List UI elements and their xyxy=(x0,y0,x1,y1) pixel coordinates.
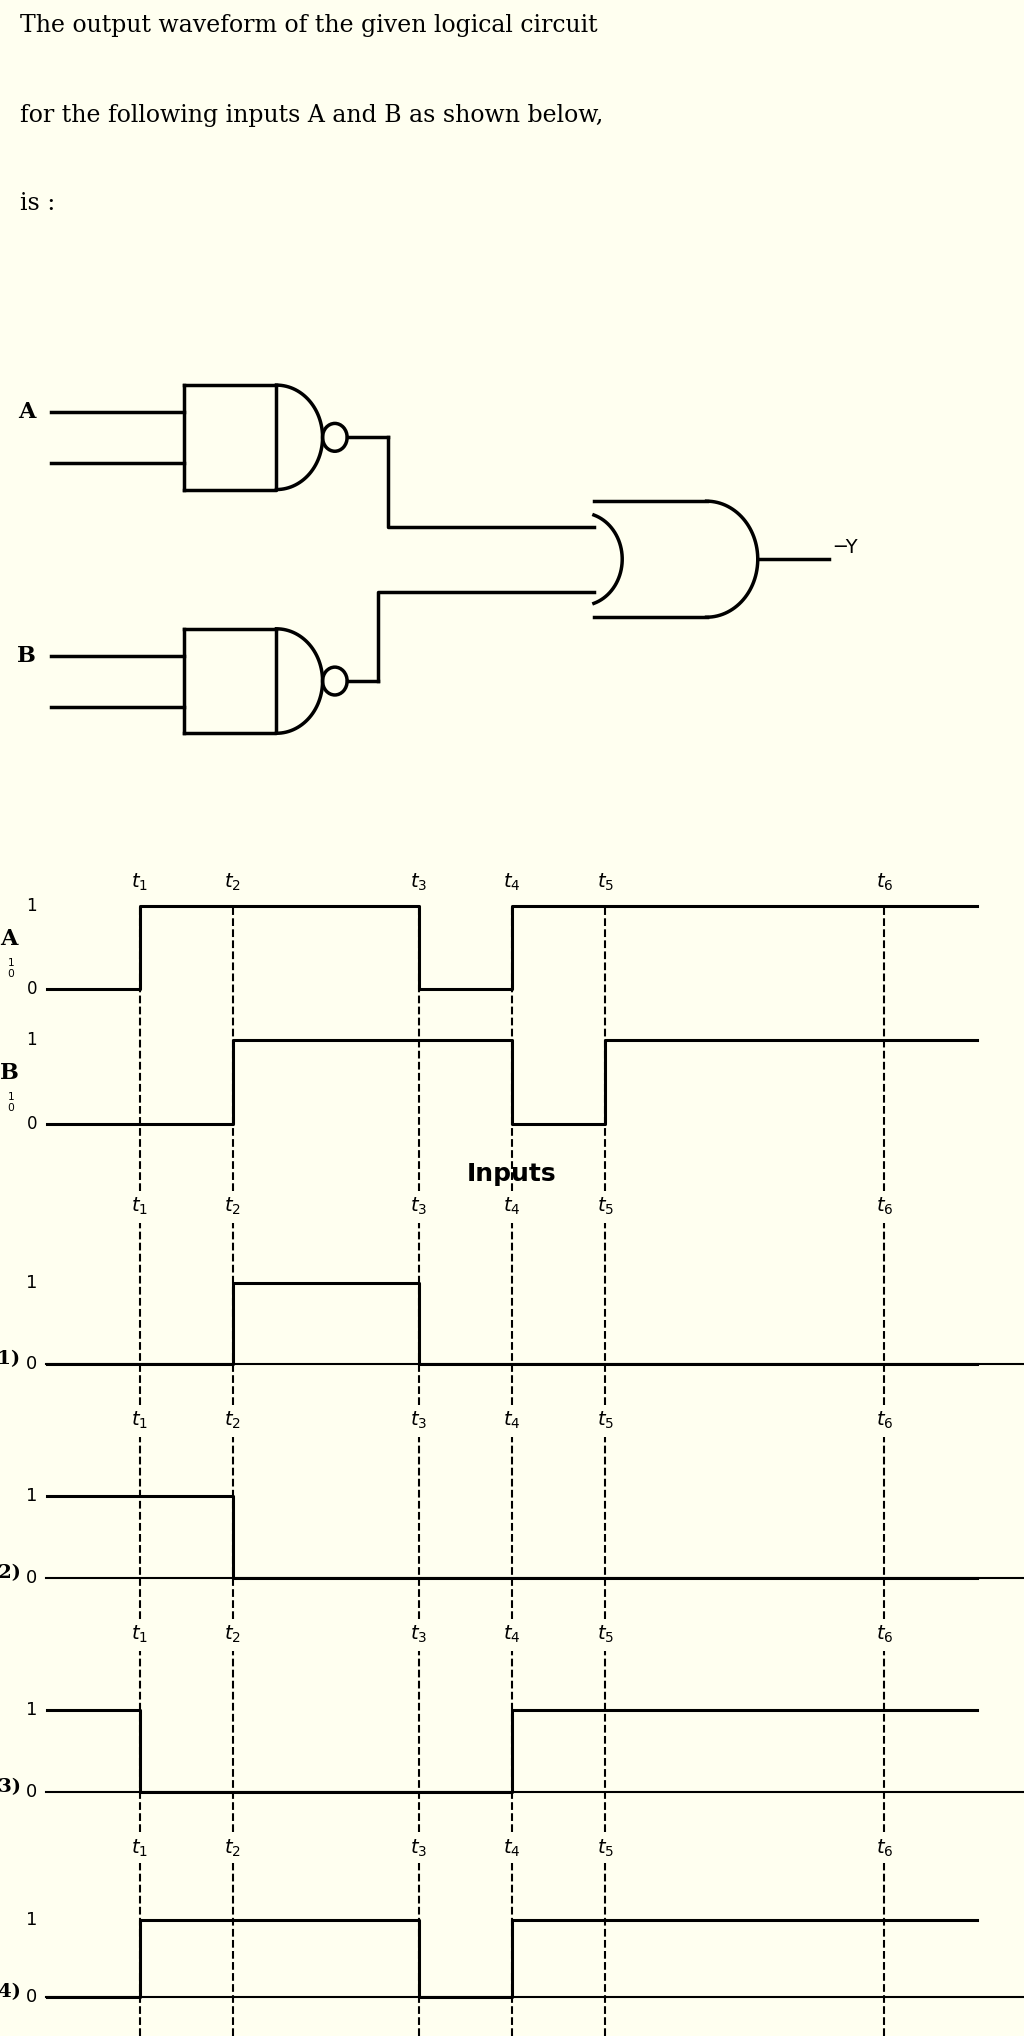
Text: B: B xyxy=(17,645,36,666)
Text: $t_6$: $t_6$ xyxy=(876,1625,893,1645)
Text: $t_5$: $t_5$ xyxy=(597,1411,613,1431)
Text: 1: 1 xyxy=(26,1702,37,1718)
Text: $t_1$: $t_1$ xyxy=(131,1411,148,1431)
Text: $t_5$: $t_5$ xyxy=(597,1836,613,1859)
Text: Inputs: Inputs xyxy=(467,1163,557,1187)
Text: 1: 1 xyxy=(26,1910,37,1928)
Text: $t_4$: $t_4$ xyxy=(503,1411,521,1431)
Text: $^1_0$: $^1_0$ xyxy=(7,1091,15,1114)
Text: (3): (3) xyxy=(0,1777,20,1796)
Text: $t_1$: $t_1$ xyxy=(131,1197,148,1218)
Text: (4): (4) xyxy=(0,1983,20,2001)
Text: $t_5$: $t_5$ xyxy=(597,1197,613,1218)
Text: 1: 1 xyxy=(27,896,37,914)
Text: $t_6$: $t_6$ xyxy=(876,1411,893,1431)
Text: $t_6$: $t_6$ xyxy=(876,1197,893,1218)
Text: $t_1$: $t_1$ xyxy=(131,1836,148,1859)
Text: 1: 1 xyxy=(26,1275,37,1291)
Text: $t_3$: $t_3$ xyxy=(411,871,427,894)
Text: $t_4$: $t_4$ xyxy=(503,1836,521,1859)
Text: $^1_0$: $^1_0$ xyxy=(7,957,15,979)
Text: ─Y: ─Y xyxy=(835,538,858,558)
Text: is :: is : xyxy=(20,193,55,216)
Text: (1): (1) xyxy=(0,1350,20,1368)
Text: (2): (2) xyxy=(0,1564,20,1582)
Text: $t_3$: $t_3$ xyxy=(411,1836,427,1859)
Text: $t_3$: $t_3$ xyxy=(411,1411,427,1431)
Text: $t_2$: $t_2$ xyxy=(224,1625,242,1645)
Text: A: A xyxy=(18,401,36,423)
Text: $t_4$: $t_4$ xyxy=(503,1197,521,1218)
Text: $t_4$: $t_4$ xyxy=(503,1625,521,1645)
Text: $t_3$: $t_3$ xyxy=(411,1197,427,1218)
Text: $t_6$: $t_6$ xyxy=(876,1836,893,1859)
Text: $t_1$: $t_1$ xyxy=(131,871,148,894)
Text: 0: 0 xyxy=(26,1356,37,1372)
Text: $t_5$: $t_5$ xyxy=(597,871,613,894)
Text: 0: 0 xyxy=(27,981,37,998)
Text: B: B xyxy=(0,1063,18,1085)
Text: $t_2$: $t_2$ xyxy=(224,1197,242,1218)
Text: 1: 1 xyxy=(27,1030,37,1049)
Text: The output waveform of the given logical circuit: The output waveform of the given logical… xyxy=(20,14,598,37)
Text: 0: 0 xyxy=(26,1989,37,2005)
Text: $t_5$: $t_5$ xyxy=(597,1625,613,1645)
Text: $t_4$: $t_4$ xyxy=(503,871,521,894)
Text: 0: 0 xyxy=(26,1784,37,1800)
Text: $t_3$: $t_3$ xyxy=(411,1625,427,1645)
Text: 1: 1 xyxy=(26,1488,37,1505)
Text: for the following inputs A and B as shown below,: for the following inputs A and B as show… xyxy=(20,104,604,128)
Text: $t_2$: $t_2$ xyxy=(224,1836,242,1859)
Text: 0: 0 xyxy=(27,1116,37,1132)
Text: 0: 0 xyxy=(26,1570,37,1586)
Text: $t_2$: $t_2$ xyxy=(224,1411,242,1431)
Text: $t_6$: $t_6$ xyxy=(876,871,893,894)
Text: $t_2$: $t_2$ xyxy=(224,871,242,894)
Text: $t_1$: $t_1$ xyxy=(131,1625,148,1645)
Text: A: A xyxy=(1,928,18,951)
